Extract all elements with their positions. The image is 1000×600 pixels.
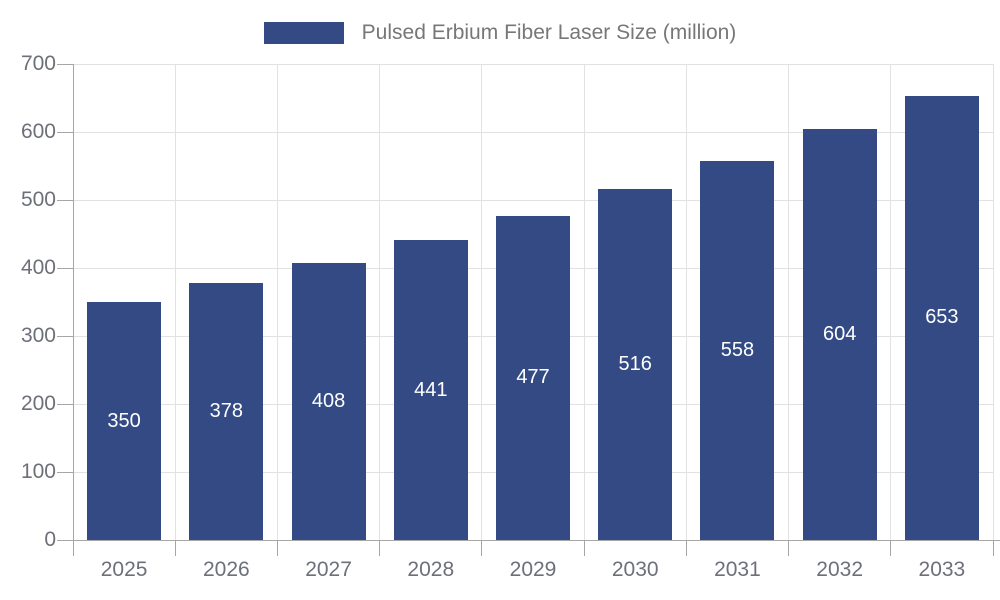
x-axis-tick-label: 2029: [509, 558, 557, 581]
x-axis-tick-label: 2026: [202, 558, 250, 581]
x-axis-tick: [276, 540, 278, 556]
x-axis-tick-label: 2025: [100, 558, 148, 581]
gridline-vertical: [583, 64, 585, 540]
y-axis-tick: [57, 199, 73, 201]
gridline-vertical: [174, 64, 176, 540]
x-axis-tick: [174, 540, 176, 556]
x-axis-tick: [685, 540, 687, 556]
x-axis-tick: [992, 540, 994, 556]
y-axis-tick-label: 700: [20, 52, 56, 75]
bar-2032[interactable]: 604: [802, 129, 877, 540]
bar-value-label: 604: [822, 323, 857, 346]
y-axis-tick-label: 600: [20, 120, 56, 143]
legend-item[interactable]: Pulsed Erbium Fiber Laser Size (million): [263, 21, 737, 45]
x-axis-tick: [583, 540, 585, 556]
x-axis-tick: [788, 540, 790, 556]
x-axis-tick-label: 2027: [305, 558, 352, 581]
y-axis-tick-label: 100: [20, 460, 56, 483]
bar-value-label: 653: [925, 306, 959, 329]
gridline-vertical: [276, 64, 278, 540]
legend-label: Pulsed Erbium Fiber Laser Size (million): [361, 21, 737, 44]
bar-2029[interactable]: 477: [496, 215, 570, 540]
y-axis-tick: [57, 471, 73, 473]
bar-2025[interactable]: 350: [87, 302, 162, 540]
bar-2033[interactable]: 653: [904, 95, 979, 540]
y-axis-tick-label: 500: [20, 188, 56, 211]
bar-value-label: 516: [618, 353, 652, 376]
x-axis-line: [57, 539, 1000, 541]
y-axis-tick: [57, 335, 73, 337]
x-axis-tick: [890, 540, 892, 556]
bar-2028[interactable]: 441: [393, 240, 468, 540]
y-axis-tick: [57, 131, 73, 133]
legend-swatch: [263, 22, 344, 44]
y-axis-tick: [57, 63, 73, 65]
gridline-vertical: [992, 64, 994, 540]
x-axis-tick-label: 2028: [407, 558, 455, 581]
bar-value-label: 408: [311, 389, 346, 412]
bar-2031[interactable]: 558: [700, 160, 775, 540]
legend: Pulsed Erbium Fiber Laser Size (million): [0, 21, 1000, 45]
gridline-vertical: [481, 64, 483, 540]
bar-value-label: 378: [209, 399, 244, 422]
x-axis-tick-label: 2032: [816, 558, 864, 581]
gridline-vertical: [788, 64, 790, 540]
x-axis-tick-label: 2030: [611, 558, 659, 581]
y-axis-tick-label: 300: [20, 324, 56, 347]
bar-value-label: 477: [516, 366, 550, 389]
y-axis-tick: [57, 267, 73, 269]
gridline-horizontal: [73, 131, 993, 133]
bar-value-label: 350: [107, 409, 141, 432]
y-axis-tick: [57, 403, 73, 405]
x-axis-tick-label: 2033: [918, 558, 966, 581]
x-axis-tick: [481, 540, 483, 556]
y-axis-line: [72, 64, 74, 540]
x-axis-tick: [72, 540, 74, 556]
bar-2030[interactable]: 516: [598, 189, 673, 540]
gridline-vertical: [890, 64, 892, 540]
gridline-vertical: [379, 64, 381, 540]
bar-2026[interactable]: 378: [189, 282, 264, 540]
bar-2027[interactable]: 408: [291, 262, 366, 540]
y-axis-tick-label: 0: [44, 528, 56, 551]
gridline-vertical: [685, 64, 687, 540]
x-axis-tick: [379, 540, 381, 556]
x-axis-tick-label: 2031: [714, 558, 761, 581]
gridline-horizontal: [73, 199, 993, 201]
gridline-horizontal: [73, 63, 993, 65]
bar-value-label: 441: [414, 378, 448, 401]
bar-value-label: 558: [720, 338, 755, 361]
y-axis-tick-label: 200: [20, 392, 56, 415]
y-axis-tick-label: 400: [20, 256, 56, 279]
